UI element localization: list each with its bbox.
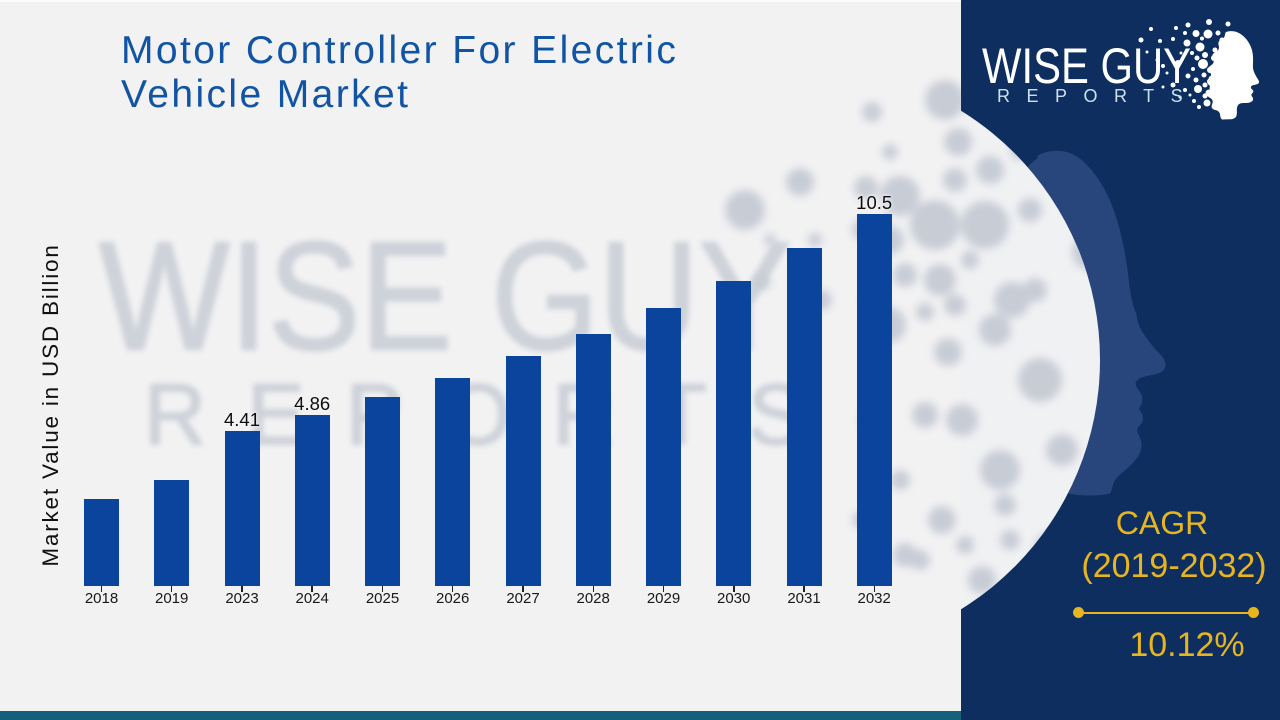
svg-text:WISE GUY: WISE GUY	[99, 210, 791, 382]
